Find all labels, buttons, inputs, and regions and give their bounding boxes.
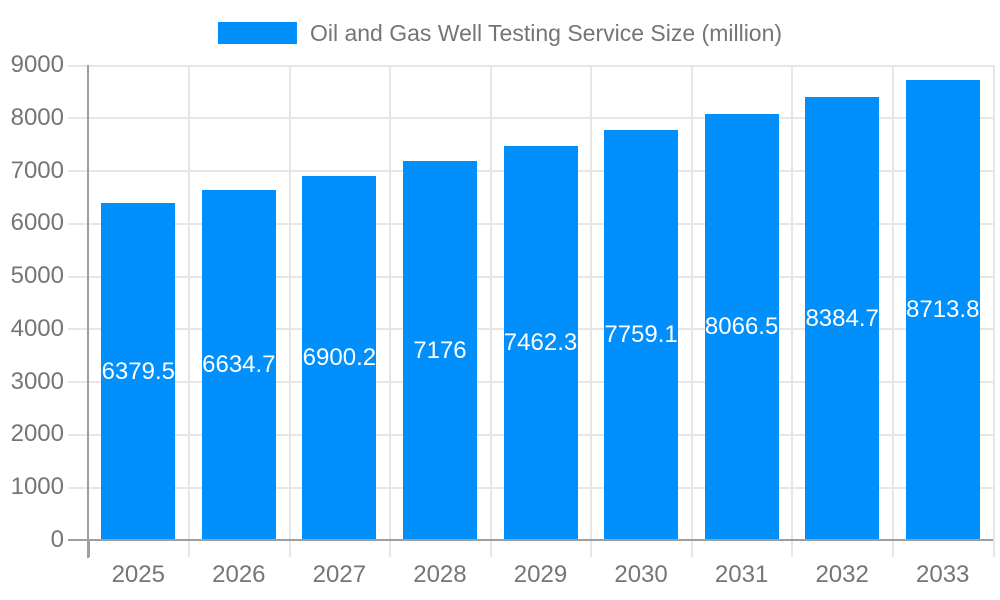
x-axis-label: 2029 bbox=[513, 561, 568, 588]
bar-value-label: 8066.5 bbox=[704, 313, 779, 341]
y-axis-label: 5000 bbox=[10, 262, 64, 290]
x-gridline bbox=[891, 65, 894, 540]
y-axis-label: 9000 bbox=[10, 51, 64, 78]
x-gridline bbox=[489, 65, 492, 540]
x-gridline bbox=[791, 65, 794, 540]
bar-value-label: 8713.8 bbox=[906, 296, 980, 324]
bar[interactable] bbox=[704, 114, 779, 540]
y-axis-line bbox=[87, 65, 89, 558]
x-tick bbox=[188, 540, 191, 557]
y-tick bbox=[68, 64, 88, 67]
x-gridline bbox=[690, 65, 693, 540]
x-tick bbox=[992, 540, 995, 557]
bar[interactable] bbox=[905, 80, 980, 540]
y-tick bbox=[68, 486, 88, 489]
x-axis-label: 2033 bbox=[916, 561, 970, 588]
y-axis-label: 0 bbox=[50, 526, 64, 553]
legend-label: Oil and Gas Well Testing Service Size (m… bbox=[309, 20, 783, 46]
y-axis-label: 8000 bbox=[10, 103, 64, 131]
bar-value-label: 8384.7 bbox=[805, 304, 879, 332]
y-axis-label: 4000 bbox=[10, 314, 64, 342]
y-axis-label: 1000 bbox=[10, 473, 64, 501]
y-gridline bbox=[88, 117, 993, 120]
bar[interactable] bbox=[302, 175, 377, 540]
x-tick bbox=[389, 540, 392, 557]
x-axis-label: 2025 bbox=[111, 561, 165, 588]
y-tick bbox=[68, 275, 88, 278]
x-gridline bbox=[188, 65, 191, 540]
bar-value-label: 6634.7 bbox=[202, 350, 276, 378]
x-tick bbox=[690, 540, 693, 557]
x-tick bbox=[891, 540, 894, 557]
bar-value-label: 6379.5 bbox=[101, 357, 175, 385]
y-tick bbox=[68, 381, 88, 384]
y-tick bbox=[68, 117, 88, 120]
x-axis-label: 2028 bbox=[413, 561, 467, 588]
bar[interactable] bbox=[402, 161, 477, 540]
bar-value-label: 7462.3 bbox=[503, 329, 578, 357]
x-tick bbox=[288, 540, 291, 557]
x-tick bbox=[489, 540, 492, 557]
x-axis-label: 2026 bbox=[212, 561, 266, 588]
y-tick bbox=[68, 222, 88, 225]
bar-value-label: 6900.2 bbox=[302, 343, 377, 371]
y-gridline bbox=[88, 64, 993, 67]
legend[interactable]: Oil and Gas Well Testing Service Size (m… bbox=[217, 20, 783, 46]
x-gridline bbox=[389, 65, 392, 540]
x-gridline bbox=[288, 65, 291, 540]
bar[interactable] bbox=[805, 97, 880, 540]
x-tick bbox=[590, 540, 593, 557]
y-tick bbox=[68, 433, 88, 436]
x-gridline bbox=[992, 65, 995, 540]
x-axis-label: 2030 bbox=[614, 561, 668, 588]
x-tick bbox=[791, 540, 794, 557]
bar[interactable] bbox=[101, 203, 176, 540]
bar[interactable] bbox=[604, 130, 679, 540]
x-axis-label: 2027 bbox=[312, 561, 367, 588]
bar[interactable] bbox=[201, 189, 276, 540]
y-axis-label: 3000 bbox=[10, 367, 64, 395]
bar-value-label: 7759.1 bbox=[604, 321, 678, 349]
x-axis-line bbox=[68, 539, 993, 541]
legend-swatch-icon bbox=[217, 22, 297, 44]
x-axis-label: 2031 bbox=[714, 561, 769, 588]
y-tick bbox=[68, 170, 88, 173]
bar[interactable] bbox=[503, 146, 578, 540]
y-tick bbox=[68, 328, 88, 331]
y-axis-label: 7000 bbox=[10, 156, 64, 184]
x-gridline bbox=[590, 65, 593, 540]
y-axis-label: 2000 bbox=[10, 420, 64, 448]
bar-value-label: 7176 bbox=[413, 336, 467, 364]
x-axis-label: 2032 bbox=[815, 561, 869, 588]
y-axis-label: 6000 bbox=[10, 209, 64, 237]
